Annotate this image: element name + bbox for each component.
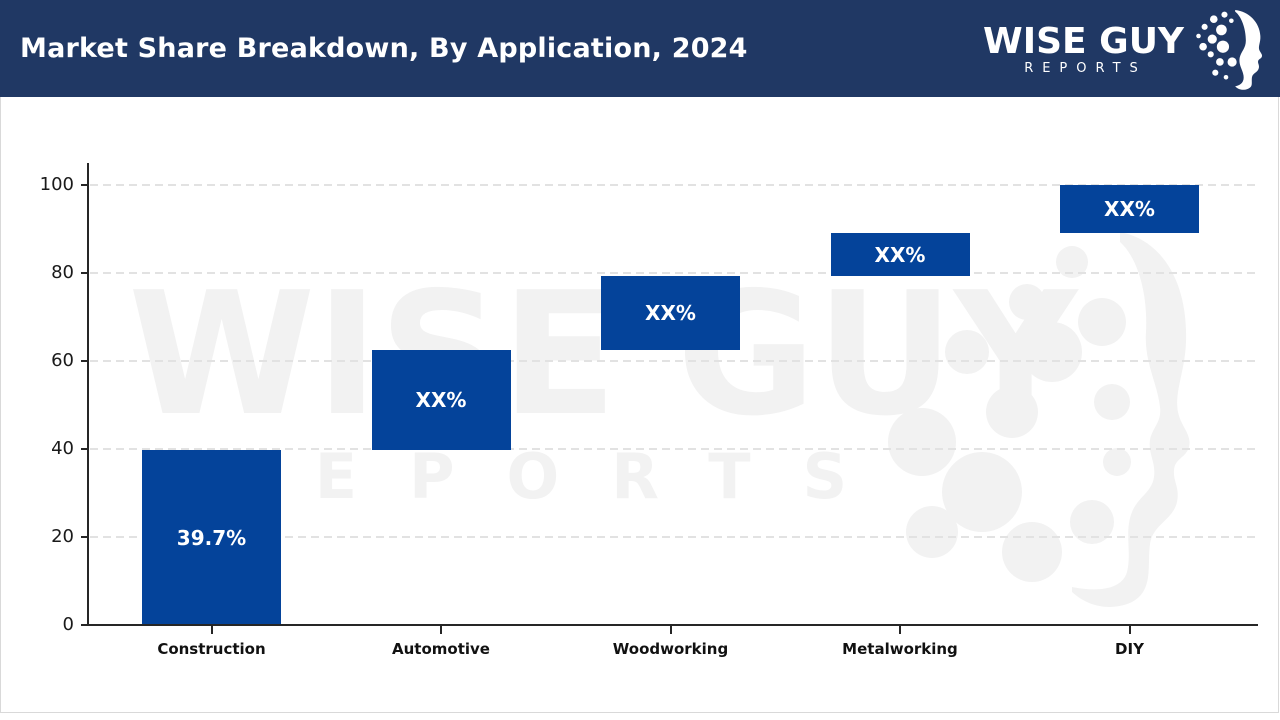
brand-logo: WISE GUY REPORTS <box>983 6 1266 92</box>
y-tick-label: 20 <box>51 526 74 547</box>
brand-subtitle: REPORTS <box>1024 60 1147 76</box>
y-tick-label: 80 <box>51 262 74 283</box>
y-tick-label: 0 <box>62 614 74 635</box>
bar-value-label: XX% <box>1104 197 1155 222</box>
y-axis-line <box>87 163 89 626</box>
x-axis-label: Metalworking <box>842 640 958 658</box>
y-tick-label: 60 <box>51 350 74 371</box>
y-tick-mark <box>81 360 88 362</box>
x-tick-mark <box>899 626 901 634</box>
x-axis-line <box>87 624 1258 626</box>
gridline <box>90 536 1258 538</box>
y-tick-label: 40 <box>51 438 74 459</box>
y-tick-label: 100 <box>39 174 74 195</box>
watermark-subtext: REPORTS <box>215 440 900 513</box>
bar-value-label: XX% <box>874 242 926 267</box>
bar-value-label: XX% <box>645 301 696 326</box>
gridline <box>90 272 1258 274</box>
header: Market Share Breakdown, By Application, … <box>0 0 1280 97</box>
x-axis-label: Automotive <box>392 640 490 658</box>
x-tick-mark <box>210 626 213 634</box>
gridline <box>90 184 1258 186</box>
x-tick-mark <box>440 626 442 634</box>
page-title: Market Share Breakdown, By Application, … <box>20 33 748 64</box>
y-tick-mark <box>81 272 88 274</box>
x-axis-label: Construction <box>157 640 266 658</box>
y-tick-mark <box>81 448 88 450</box>
bar-value-label: XX% <box>415 388 467 413</box>
bar-value-label: 39.7% <box>176 525 247 550</box>
bar: 39.7% <box>142 450 281 625</box>
y-tick-mark <box>81 624 88 626</box>
bar: XX% <box>1060 185 1199 234</box>
x-tick-mark <box>669 626 672 634</box>
watermark-face-icon <box>888 232 1190 607</box>
bar: XX% <box>601 276 740 350</box>
x-axis-label: Woodworking <box>612 640 729 658</box>
gridline <box>90 360 1258 362</box>
bar: XX% <box>830 233 970 277</box>
y-tick-mark <box>81 184 88 186</box>
gridline <box>90 448 1258 450</box>
y-tick-mark <box>81 536 88 538</box>
brand-name: WISE GUY <box>982 20 1184 62</box>
x-tick-mark <box>1128 626 1131 634</box>
x-axis-label: DIY <box>1115 640 1144 658</box>
bar: XX% <box>371 350 511 451</box>
brand-face-icon <box>1196 10 1263 90</box>
